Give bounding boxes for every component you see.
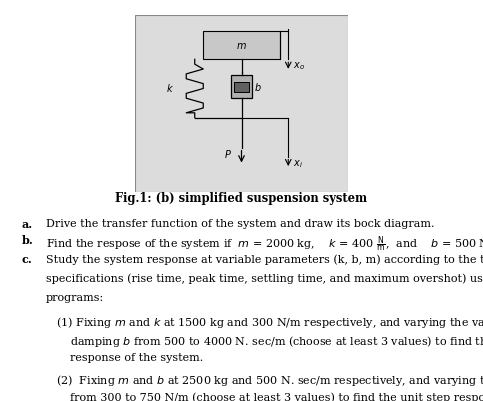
Text: b.: b. [22, 235, 33, 245]
Bar [234, 83, 249, 93]
Text: Study the system response at variable parameters (k, b, m) according to the time: Study the system response at variable pa… [46, 253, 483, 264]
Text: m: m [237, 41, 246, 51]
Text: damping $\mathit{b}$ from 500 to 4000 N. sec/m (choose at least 3 values) to fin: damping $\mathit{b}$ from 500 to 4000 N.… [70, 333, 483, 348]
Text: P: P [225, 149, 231, 159]
Text: c.: c. [22, 253, 32, 264]
Text: specifications (rise time, peak time, settling time, and maximum overshot) using: specifications (rise time, peak time, se… [46, 273, 483, 283]
Text: b: b [255, 83, 260, 93]
Text: Find the respose of the system if  $\mathit{m}$ = 2000 kg,    $\mathit{k}$ = 400: Find the respose of the system if $\math… [46, 235, 483, 255]
Text: k: k [167, 84, 172, 94]
Text: (1) Fixing $\mathit{m}$ and $\mathit{k}$ at 1500 kg and 300 N/m respectively, an: (1) Fixing $\mathit{m}$ and $\mathit{k}$… [56, 314, 483, 329]
Bar [231, 76, 252, 99]
Text: programs:: programs: [46, 292, 104, 302]
Text: response of the system.: response of the system. [70, 352, 203, 362]
Text: a.: a. [22, 219, 33, 229]
Bar [203, 32, 280, 60]
Text: Drive the transfer function of the system and draw its bock diagram.: Drive the transfer function of the syste… [46, 219, 434, 229]
Text: (2)  Fixing $\mathit{m}$ and $\mathit{b}$ at 2500 kg and 500 N. sec/m respective: (2) Fixing $\mathit{m}$ and $\mathit{b}$… [56, 373, 483, 387]
Text: $x_o$: $x_o$ [293, 61, 304, 72]
Text: Fig.1: (b) simplified suspension system: Fig.1: (b) simplified suspension system [115, 192, 368, 205]
Text: $x_i$: $x_i$ [293, 158, 302, 169]
Text: from 300 to 750 N/m (choose at least 3 values) to find the unit step response of: from 300 to 750 N/m (choose at least 3 v… [70, 391, 483, 401]
